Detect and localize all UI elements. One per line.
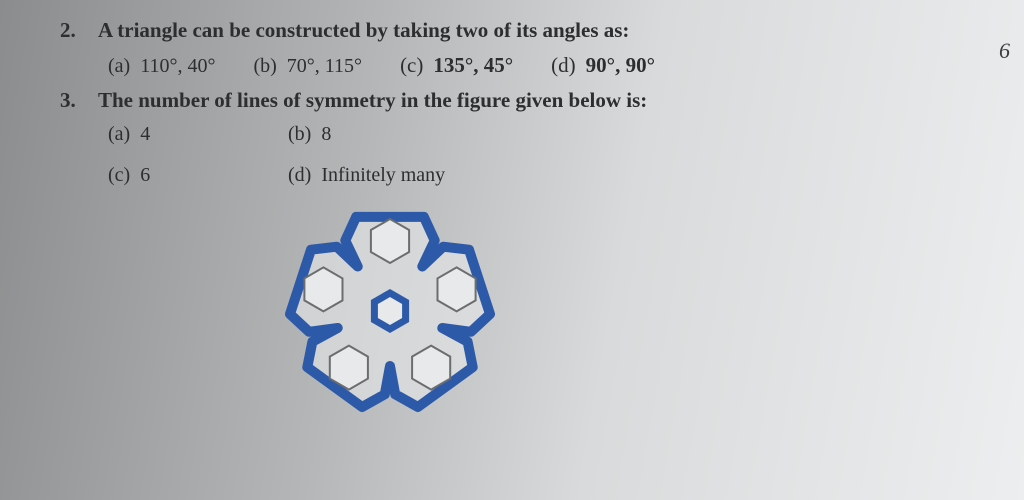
q3-option-d: (d) Infinitely many	[288, 164, 608, 187]
q3-option-b: (b) 8	[288, 123, 608, 146]
q3-option-c-label: (c)	[108, 164, 130, 187]
q3-option-d-label: (d)	[288, 164, 311, 187]
q3-option-c: (c) 6	[108, 164, 288, 187]
figure-hexagon	[438, 267, 476, 311]
q3-option-b-value: 8	[321, 123, 331, 146]
q2-option-a: (a) 110°, 40°	[108, 55, 215, 78]
q3-option-a-label: (a)	[108, 123, 130, 146]
question-3-options: (a) 4 (b) 8 (c) 6 (d) Infinitely many	[108, 123, 984, 187]
q3-option-a: (a) 4	[108, 123, 288, 146]
q2-option-d-label: (d)	[551, 53, 576, 78]
q3-option-d-value: Infinitely many	[321, 164, 445, 187]
question-3-prompt: 3. The number of lines of symmetry in th…	[60, 88, 984, 113]
figure-hexagon	[330, 346, 368, 390]
q2-option-a-label: (a)	[108, 55, 130, 78]
q2-option-b-label: (b)	[253, 55, 276, 78]
q2-option-c-label: (c)	[400, 53, 423, 78]
q2-option-d: (d) 90°, 90°	[551, 53, 655, 78]
question-2-text: A triangle can be constructed by taking …	[98, 18, 629, 43]
question-2-options: (a) 110°, 40° (b) 70°, 115° (c) 135°, 45…	[108, 53, 984, 78]
question-2-prompt: 2. A triangle can be constructed by taki…	[60, 18, 984, 43]
figure-hexagon	[412, 346, 450, 390]
question-3-number: 3.	[60, 88, 84, 113]
question-2: 2. A triangle can be constructed by taki…	[60, 18, 984, 78]
q3-option-a-value: 4	[140, 123, 150, 146]
q2-option-d-value: 90°, 90°	[586, 53, 655, 78]
question-3: 3. The number of lines of symmetry in th…	[60, 88, 984, 426]
q3-option-c-value: 6	[140, 164, 150, 187]
q2-option-c: (c) 135°, 45°	[400, 53, 513, 78]
symmetry-figure-svg	[280, 201, 500, 421]
figure-center-hexagon	[374, 293, 405, 329]
q2-option-b: (b) 70°, 115°	[253, 55, 362, 78]
symmetry-figure	[280, 201, 984, 426]
q2-option-a-value: 110°, 40°	[140, 55, 215, 78]
figure-hexagon	[304, 267, 342, 311]
q2-option-c-value: 135°, 45°	[433, 53, 513, 78]
q2-option-b-value: 70°, 115°	[287, 55, 362, 78]
figure-hexagon	[371, 219, 409, 263]
margin-note: 6	[999, 38, 1010, 64]
q3-option-b-label: (b)	[288, 123, 311, 146]
question-3-text: The number of lines of symmetry in the f…	[98, 88, 647, 113]
question-2-number: 2.	[60, 18, 84, 43]
